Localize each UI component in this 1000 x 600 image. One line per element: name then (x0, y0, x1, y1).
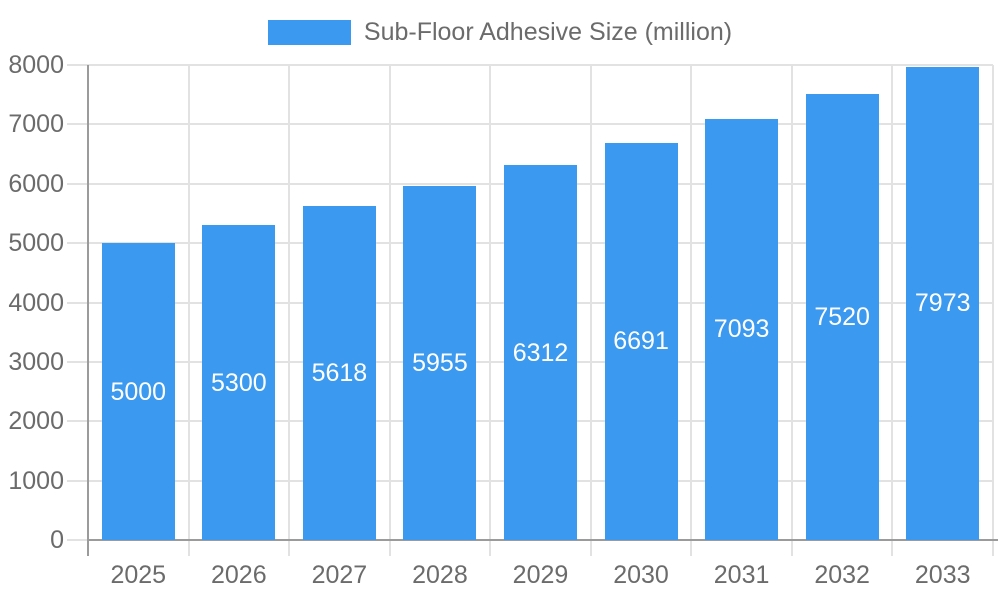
y-tick-label: 6000 (8, 169, 64, 198)
y-tick (67, 539, 88, 541)
y-tick (67, 242, 88, 245)
bar: 5618 (302, 206, 376, 540)
x-tick (589, 540, 592, 556)
x-tick-label: 2031 (713, 561, 770, 589)
x-tick (690, 540, 693, 556)
bar-value-label: 5300 (211, 368, 267, 397)
x-tick-label: 2030 (613, 561, 669, 589)
x-tick (388, 540, 391, 556)
y-tick-label: 4000 (8, 288, 64, 317)
bar-value-label: 5618 (311, 359, 368, 388)
x-gridline (690, 65, 693, 540)
bar: 5000 (101, 243, 175, 540)
x-gridline (589, 65, 592, 540)
x-tick (992, 540, 994, 556)
x-tick (891, 540, 894, 556)
x-axis-line (87, 539, 998, 541)
bar-value-label: 7093 (713, 315, 770, 344)
x-gridline (992, 65, 994, 540)
x-tick-label: 2026 (211, 561, 267, 589)
y-tick (67, 420, 88, 423)
y-tick-label: 5000 (8, 229, 64, 258)
x-gridline (790, 65, 793, 540)
x-tick-label: 2032 (814, 561, 870, 589)
x-gridline (388, 65, 391, 540)
bar: 5955 (403, 186, 477, 540)
y-axis-line (87, 65, 89, 556)
y-tick-label: 0 (50, 526, 64, 554)
x-gridline (891, 65, 894, 540)
bar-value-label: 6312 (512, 338, 569, 367)
x-gridline (288, 65, 291, 540)
y-gridline (88, 64, 993, 66)
x-tick-label: 2028 (412, 561, 468, 589)
y-tick (67, 301, 88, 304)
bar-value-label: 7973 (914, 289, 971, 318)
x-tick-label: 2033 (914, 561, 971, 589)
legend-swatch (267, 19, 351, 45)
x-tick (790, 540, 793, 556)
x-gridline (489, 65, 492, 540)
y-tick (67, 360, 88, 363)
y-tick-label: 1000 (8, 466, 64, 495)
x-tick-label: 2027 (311, 561, 368, 589)
bar: 7093 (705, 118, 779, 540)
x-gridline (187, 65, 190, 540)
y-tick-label: 2000 (8, 407, 64, 436)
x-tick (187, 540, 190, 556)
x-tick (288, 540, 291, 556)
x-tick (489, 540, 492, 556)
bar: 6691 (604, 142, 678, 540)
y-tick (67, 64, 88, 66)
bar: 7973 (906, 66, 980, 540)
x-tick-label: 2025 (110, 561, 167, 589)
bar-value-label: 7520 (814, 302, 870, 331)
bar: 7520 (805, 93, 879, 540)
bar-value-label: 5000 (110, 377, 167, 406)
y-tick (67, 182, 88, 185)
legend-label: Sub-Floor Adhesive Size (million) (363, 17, 733, 46)
y-tick (67, 479, 88, 482)
legend: Sub-Floor Adhesive Size (million) (0, 17, 1000, 46)
y-tick-label: 8000 (8, 51, 64, 79)
y-tick-label: 7000 (8, 110, 64, 139)
bar: 5300 (202, 225, 276, 540)
x-tick-label: 2029 (512, 561, 569, 589)
bar-value-label: 6691 (613, 327, 669, 356)
y-tick (67, 123, 88, 126)
y-tick-label: 3000 (8, 347, 64, 376)
y-gridline (88, 123, 993, 126)
bar-value-label: 5955 (412, 349, 468, 378)
bar: 6312 (504, 165, 577, 540)
